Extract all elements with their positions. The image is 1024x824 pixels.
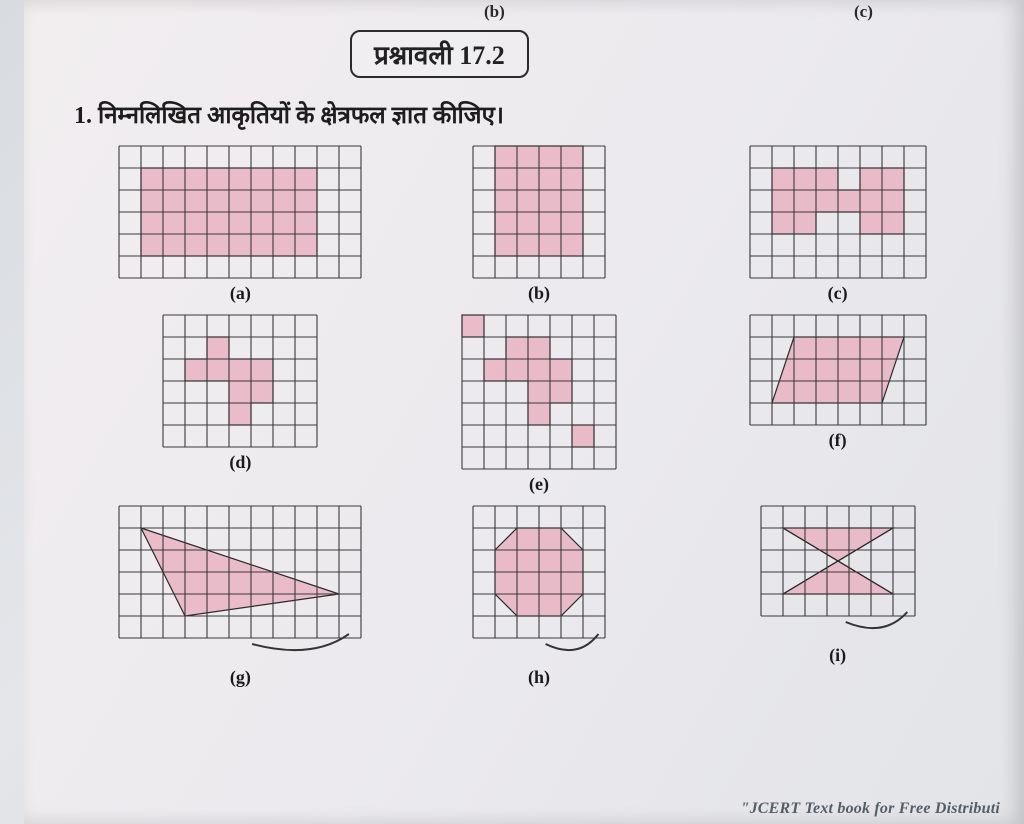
figure-b-svg bbox=[472, 145, 606, 279]
figure-f-svg bbox=[749, 314, 927, 426]
top-label-b: (b) bbox=[484, 2, 505, 22]
figure-a-svg bbox=[118, 145, 362, 279]
figure-c-svg bbox=[749, 145, 927, 279]
figure-c: (c) bbox=[697, 145, 978, 304]
figure-b: (b) bbox=[399, 145, 680, 304]
figure-g: (g) bbox=[100, 505, 381, 688]
figure-a: (a) bbox=[100, 145, 381, 304]
exercise-title: प्रश्नावली 17.2 bbox=[374, 41, 505, 70]
footer-text: "JCERT Text book for Free Distributi bbox=[740, 800, 1000, 818]
figure-g-svg bbox=[118, 505, 362, 663]
figure-g-label: (g) bbox=[100, 667, 381, 688]
exercise-title-box: प्रश्नावली 17.2 bbox=[350, 30, 529, 78]
figure-b-label: (b) bbox=[399, 283, 680, 304]
figure-d: (d) bbox=[100, 314, 381, 495]
figure-d-svg bbox=[162, 314, 318, 448]
figure-h-svg bbox=[472, 505, 606, 663]
figure-i-label: (i) bbox=[697, 645, 978, 666]
figure-f-label: (f) bbox=[697, 430, 978, 451]
figure-e-svg bbox=[461, 314, 617, 470]
figure-d-label: (d) bbox=[100, 452, 381, 473]
figure-h: (h) bbox=[399, 505, 680, 688]
figure-i: (i) bbox=[697, 505, 978, 688]
figure-e: (e) bbox=[399, 314, 680, 495]
figure-i-svg bbox=[760, 505, 916, 641]
figure-f: (f) bbox=[697, 314, 978, 495]
figure-a-label: (a) bbox=[100, 283, 381, 304]
page: (b) (c) प्रश्नावली 17.2 1. निम्नलिखित आक… bbox=[24, 0, 1024, 824]
question-1-text: 1. निम्नलिखित आकृतियों के क्षेत्रफल ज्ञा… bbox=[74, 98, 988, 131]
figure-e-label: (e) bbox=[399, 474, 680, 495]
top-label-c: (c) bbox=[854, 2, 873, 22]
figure-h-label: (h) bbox=[399, 667, 680, 688]
figures-grid: (a) (b) (c) (d) (e) (f) (g) bbox=[100, 145, 978, 688]
figure-c-label: (c) bbox=[697, 283, 978, 304]
